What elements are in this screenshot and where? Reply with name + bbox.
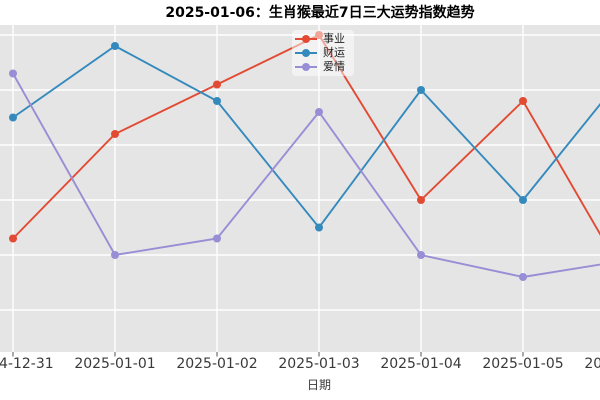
data-point [111,42,119,50]
data-point [417,86,425,94]
data-point [519,196,527,204]
plot-background [0,25,600,352]
data-point [213,80,221,89]
data-point [9,234,17,243]
wealth-line-marker-icon [295,49,317,57]
legend-label: 爱情 [323,60,345,73]
x-tick-label: 2025-01-01 [74,356,156,372]
data-point [9,113,17,122]
love-series [9,69,600,281]
wealth-series [9,42,600,232]
legend: 事业 财运 爱情 [292,30,354,76]
data-point [9,69,17,78]
career-line-marker-icon [295,35,317,43]
x-tick-label: 2025-01-06 [584,356,600,372]
data-point [417,251,425,259]
x-tick-label: 2025-01-04 [380,356,462,372]
data-point [417,196,425,204]
x-tick-label: 2025-01-02 [176,356,258,372]
x-tick-label: 2024-12-31 [0,356,54,372]
chart-title: 2025-01-06：生肖猴最近7日三大运势指数趋势 [165,5,475,21]
data-point [519,97,527,105]
love-line-marker-icon [295,63,317,71]
data-point [315,223,323,232]
x-tick-label: 2025-01-05 [482,356,564,372]
x-tick-label: 2025-01-03 [278,356,360,372]
legend-item-wealth: 财运 [294,46,345,60]
legend-label: 财运 [323,46,345,59]
data-point [213,234,221,243]
x-axis-tick-labels: 2024-12-31 2025-01-01 2025-01-02 2025-01-03… [0,356,600,374]
legend-label: 事业 [323,32,345,45]
data-point [519,273,527,281]
data-point [315,108,323,116]
legend-item-career: 事业 [294,32,345,46]
data-point [111,251,119,259]
legend-item-love: 爱情 [294,60,345,74]
x-tick-marks [12,352,524,357]
data-point [213,97,221,105]
data-point [111,130,119,138]
x-axis-title: 日期 [306,378,331,392]
